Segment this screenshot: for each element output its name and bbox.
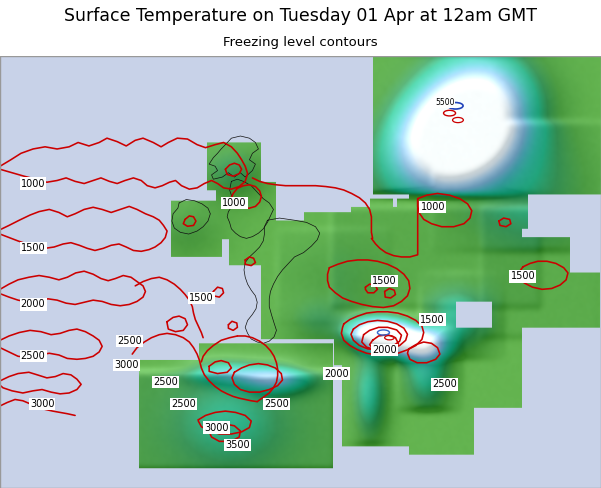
Text: 1500: 1500 [511,271,535,282]
Text: 2500: 2500 [171,399,196,409]
Text: 1500: 1500 [373,276,397,285]
Text: 2000: 2000 [325,368,349,379]
Text: 2500: 2500 [20,351,46,361]
Text: 1500: 1500 [421,315,445,325]
Text: 1500: 1500 [189,293,213,303]
Text: 2500: 2500 [432,379,457,389]
Text: 5500: 5500 [435,98,454,107]
Text: Surface Temperature on Tuesday 01 Apr at 12am GMT: Surface Temperature on Tuesday 01 Apr at… [64,7,537,25]
Text: 1000: 1000 [222,198,246,208]
Text: 1000: 1000 [421,203,445,212]
Text: 3000: 3000 [114,360,138,370]
Text: 2500: 2500 [117,336,142,346]
Text: 3000: 3000 [30,399,54,409]
Text: 2000: 2000 [373,345,397,355]
Text: 2500: 2500 [153,377,178,387]
Text: 2000: 2000 [21,300,45,309]
Text: 2500: 2500 [264,399,289,409]
Text: Freezing level contours: Freezing level contours [223,36,378,49]
Text: 3000: 3000 [204,423,228,432]
Text: 1000: 1000 [21,179,45,188]
Text: 3500: 3500 [225,440,249,450]
Text: 1500: 1500 [21,244,45,253]
